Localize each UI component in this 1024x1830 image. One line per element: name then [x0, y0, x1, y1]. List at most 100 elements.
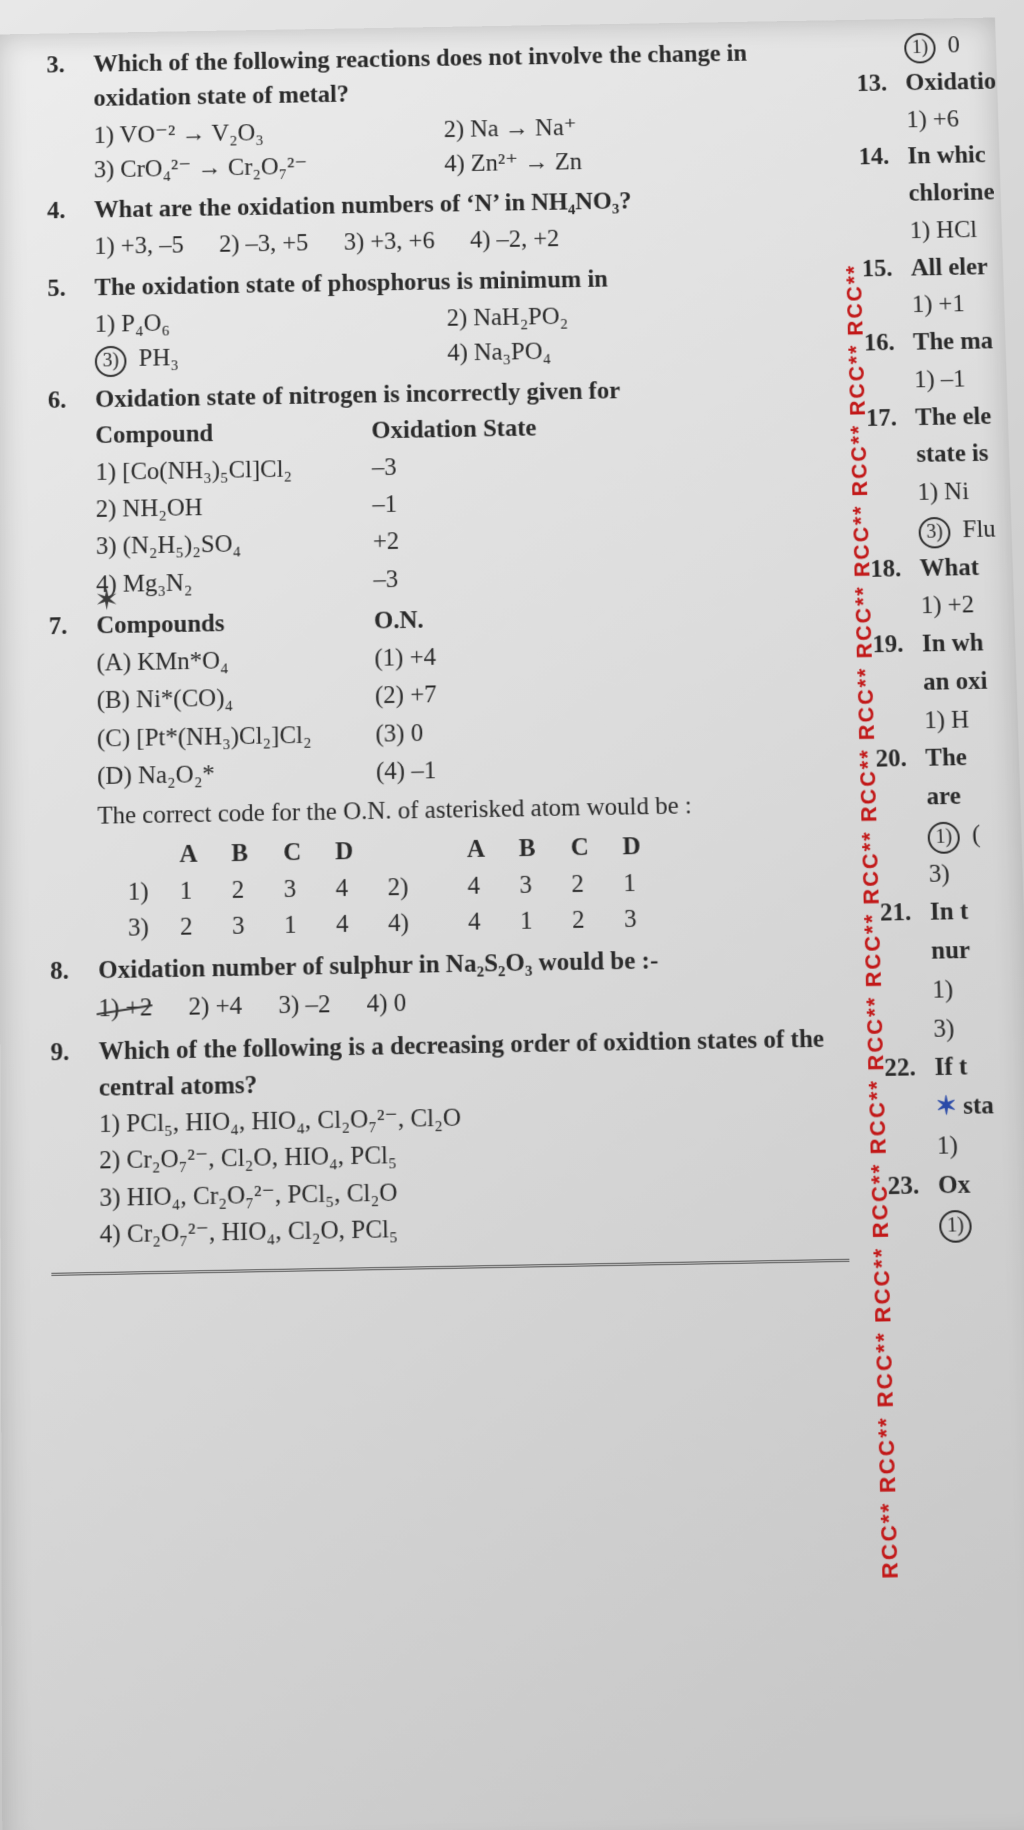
q7-rBb: (2) +7: [375, 675, 574, 714]
r20o3: 3): [928, 853, 1024, 894]
hdr-B: B: [231, 836, 283, 873]
q8-number: 8.: [50, 953, 98, 990]
r18t: What: [919, 548, 1024, 588]
r20t: The: [925, 738, 1024, 779]
code-1-D: 4: [335, 870, 387, 907]
q6-r2b: –1: [372, 484, 570, 523]
r22-star: ✶ sta: [935, 1085, 1024, 1127]
r16o: 1) –1: [914, 359, 1024, 399]
q5-opt3: 3) PH₃: [95, 336, 448, 377]
circled-1-icon: 1): [904, 33, 936, 64]
q7-rAa: (A) KMn*O₄: [96, 641, 374, 681]
question-6: 6. Oxidation state of nitrogen is incorr…: [48, 370, 851, 603]
r13n: 13.: [856, 65, 906, 103]
q5-opt4: 4) Na₃PO₄: [447, 330, 800, 371]
r22t2: sta: [963, 1092, 995, 1120]
q7-rCb: (3) 0: [375, 713, 575, 752]
q5-number: 5.: [47, 271, 94, 307]
circled-1c-icon: 1): [939, 1210, 972, 1243]
question-5: 5. The oxidation state of phosphorus is …: [47, 258, 845, 378]
r17t: The ele: [915, 397, 1024, 437]
q8-opt4: 4) 0: [366, 986, 406, 1023]
q5-opt2: 2) NaH₂PO₂: [446, 295, 799, 336]
r21t: In t: [929, 891, 1024, 932]
r22o: 1): [936, 1125, 1024, 1167]
q7-rDb: (4) –1: [376, 751, 576, 790]
r19t2: an oxi: [923, 661, 1024, 702]
hdr-B2: B: [519, 831, 572, 868]
hdr-D: D: [335, 834, 387, 871]
r23n: 23.: [887, 1166, 939, 1206]
r17t2: state is: [916, 434, 1024, 474]
q6-r3a: 3) (N₂H₅)₂SO₄: [96, 525, 373, 565]
left-column: 3. Which of the following reactions does…: [46, 30, 869, 1276]
q3-number: 3.: [46, 48, 93, 83]
code-1-lead: 1): [128, 873, 180, 910]
handwritten-star-icon: ✶: [94, 583, 119, 618]
q6-r4b: –3: [373, 559, 572, 598]
r14o: 1) HCl: [909, 210, 1024, 250]
r15t: All eler: [910, 248, 1024, 288]
q7-hdr-on: O.N.: [374, 600, 573, 639]
hdr-D2: D: [622, 829, 675, 866]
code-1-C: 3: [283, 871, 335, 908]
r21n: 21.: [879, 894, 930, 934]
q6-number: 6.: [48, 383, 95, 419]
r19t: In wh: [921, 623, 1024, 664]
code-3-C: 1: [284, 907, 336, 944]
code-4-C: 2: [572, 902, 625, 939]
code-1-A: 1: [180, 873, 232, 910]
r21o3: 3): [933, 1008, 1024, 1050]
q3-opt1: 1) VO⁻² → V₂O₃: [94, 113, 444, 153]
code-4-lead: 4): [388, 905, 469, 943]
q3-text: Which of the following reactions does no…: [93, 35, 837, 116]
code-4-B: 1: [520, 903, 573, 940]
code-2-A: 4: [467, 868, 520, 905]
q7-code-table: ABCD ABCD 1) 1 2 3 4 2) 4 3 2 1 3) 2: [127, 826, 860, 947]
r17n: 17.: [866, 399, 916, 437]
q4-opt3: 3) +3, +6: [343, 224, 434, 260]
q4-opt4: 4) –2, +2: [470, 222, 560, 258]
r21t2: nur: [931, 930, 1024, 971]
code-3-B: 3: [232, 908, 284, 945]
q4-number: 4.: [47, 194, 94, 229]
r20n: 20.: [875, 740, 926, 779]
r21o1: 1): [932, 969, 1024, 1010]
q9-text: Which of the following is a decreasing o…: [99, 1020, 865, 1106]
code-4-D: 3: [624, 901, 677, 938]
r17o3: 3) Flu: [918, 510, 1024, 550]
q3-opt3: 3) CrO₄²⁻ → Cr₂O₇²⁻: [94, 147, 445, 188]
r22n: 22.: [884, 1049, 935, 1089]
r20o1: 1) (: [927, 814, 1024, 855]
q5-options: 1) P₄O₆ 2) NaH₂PO₂ 3) PH₃ 4) Na₃PO₄: [95, 295, 845, 378]
r12-opt: 1) 0: [904, 26, 1024, 65]
r19n: 19.: [872, 626, 923, 665]
r19o: 1) H: [924, 700, 1024, 741]
q6-hdr-compound: Compound: [95, 414, 371, 454]
r14t2: chlorine: [908, 173, 1024, 213]
q7-rAb: (1) +4: [374, 638, 573, 677]
r13o: 1) +6: [906, 100, 1024, 139]
r18n: 18.: [870, 550, 921, 589]
question-3: 3. Which of the following reactions does…: [46, 35, 839, 188]
q6-r3b: +2: [373, 522, 571, 561]
circled-3-icon: 3): [95, 346, 127, 377]
q6-r1a: 1) [Co(NH₃)₅Cl]Cl₂: [95, 451, 372, 491]
code-3-D: 4: [336, 906, 388, 943]
question-8: 8. Oxidation number of sulphur in Na₂S₂O…: [50, 940, 863, 1029]
q7-hdr-compounds: Compounds: [96, 604, 374, 644]
r14n: 14.: [858, 139, 908, 177]
hdr-C: C: [283, 835, 335, 872]
r14t: In whic: [907, 136, 1024, 175]
code-2-C: 2: [571, 866, 624, 903]
q8-opt3: 3) –2: [278, 987, 331, 1024]
q3-options: 1) VO⁻² → V₂O₃ 2) Na → Na⁺ 3) CrO₄²⁻ → C…: [94, 106, 840, 188]
q6-r1b: –3: [372, 447, 570, 486]
r13t: Oxidatio: [905, 63, 1024, 102]
r17o1: 1) Ni: [917, 472, 1024, 512]
q7-table: Compounds O.N. (A) KMn*O₄ (1) +4 (B) Ni*…: [96, 596, 856, 795]
r22t: If t: [934, 1046, 1024, 1088]
paper-sheet: RCC** RCC** RCC** RCC** RCC** RCC** RCC*…: [0, 18, 1024, 1830]
r18o: 1) +2: [920, 585, 1024, 626]
q7-rBa: (B) Ni*(CO)₄: [97, 679, 376, 720]
